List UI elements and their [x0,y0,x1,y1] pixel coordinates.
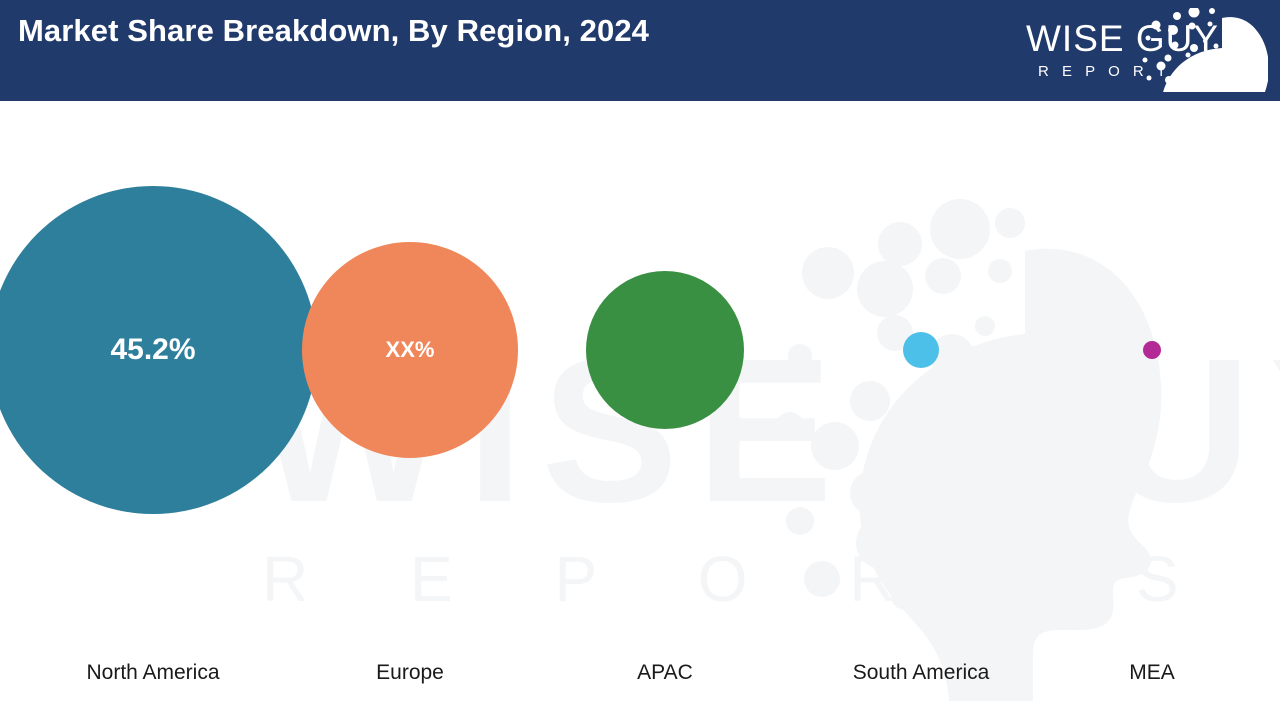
bubble-north-america[interactable]: 45.2% [0,186,317,514]
logo-dotted-head-icon [1142,8,1268,92]
wise-guy-reports-logo[interactable]: WISE GUY R E P O R T S [1016,8,1268,92]
bubble-series-layer: 45.2% XX% [0,101,1280,720]
logo-wordmark-secondary: R E P O R T S [1038,63,1193,80]
category-label-apac: APAC [637,661,693,684]
category-label-row: North America Europe APAC South America MEA [0,661,1280,720]
category-label-south-america: South America [852,661,990,684]
bubble-europe[interactable]: XX% [302,242,518,458]
bubble-south-america[interactable] [903,332,939,368]
bubble-value-label: XX% [385,337,435,362]
chart-canvas: WISE GUY R E P O R T S [0,101,1280,720]
category-label-europe: Europe [376,661,444,684]
logo-wordmark-primary: WISE GUY [1026,18,1219,59]
category-label-north-america: North America [86,661,220,684]
bubble-mea[interactable] [1143,341,1161,359]
header-bar: Market Share Breakdown, By Region, 2024 … [0,0,1280,101]
bubble-apac[interactable] [586,271,744,429]
category-label-mea: MEA [1129,661,1175,684]
page-title: Market Share Breakdown, By Region, 2024 [18,13,650,48]
bubble-value-label: 45.2% [110,333,196,366]
